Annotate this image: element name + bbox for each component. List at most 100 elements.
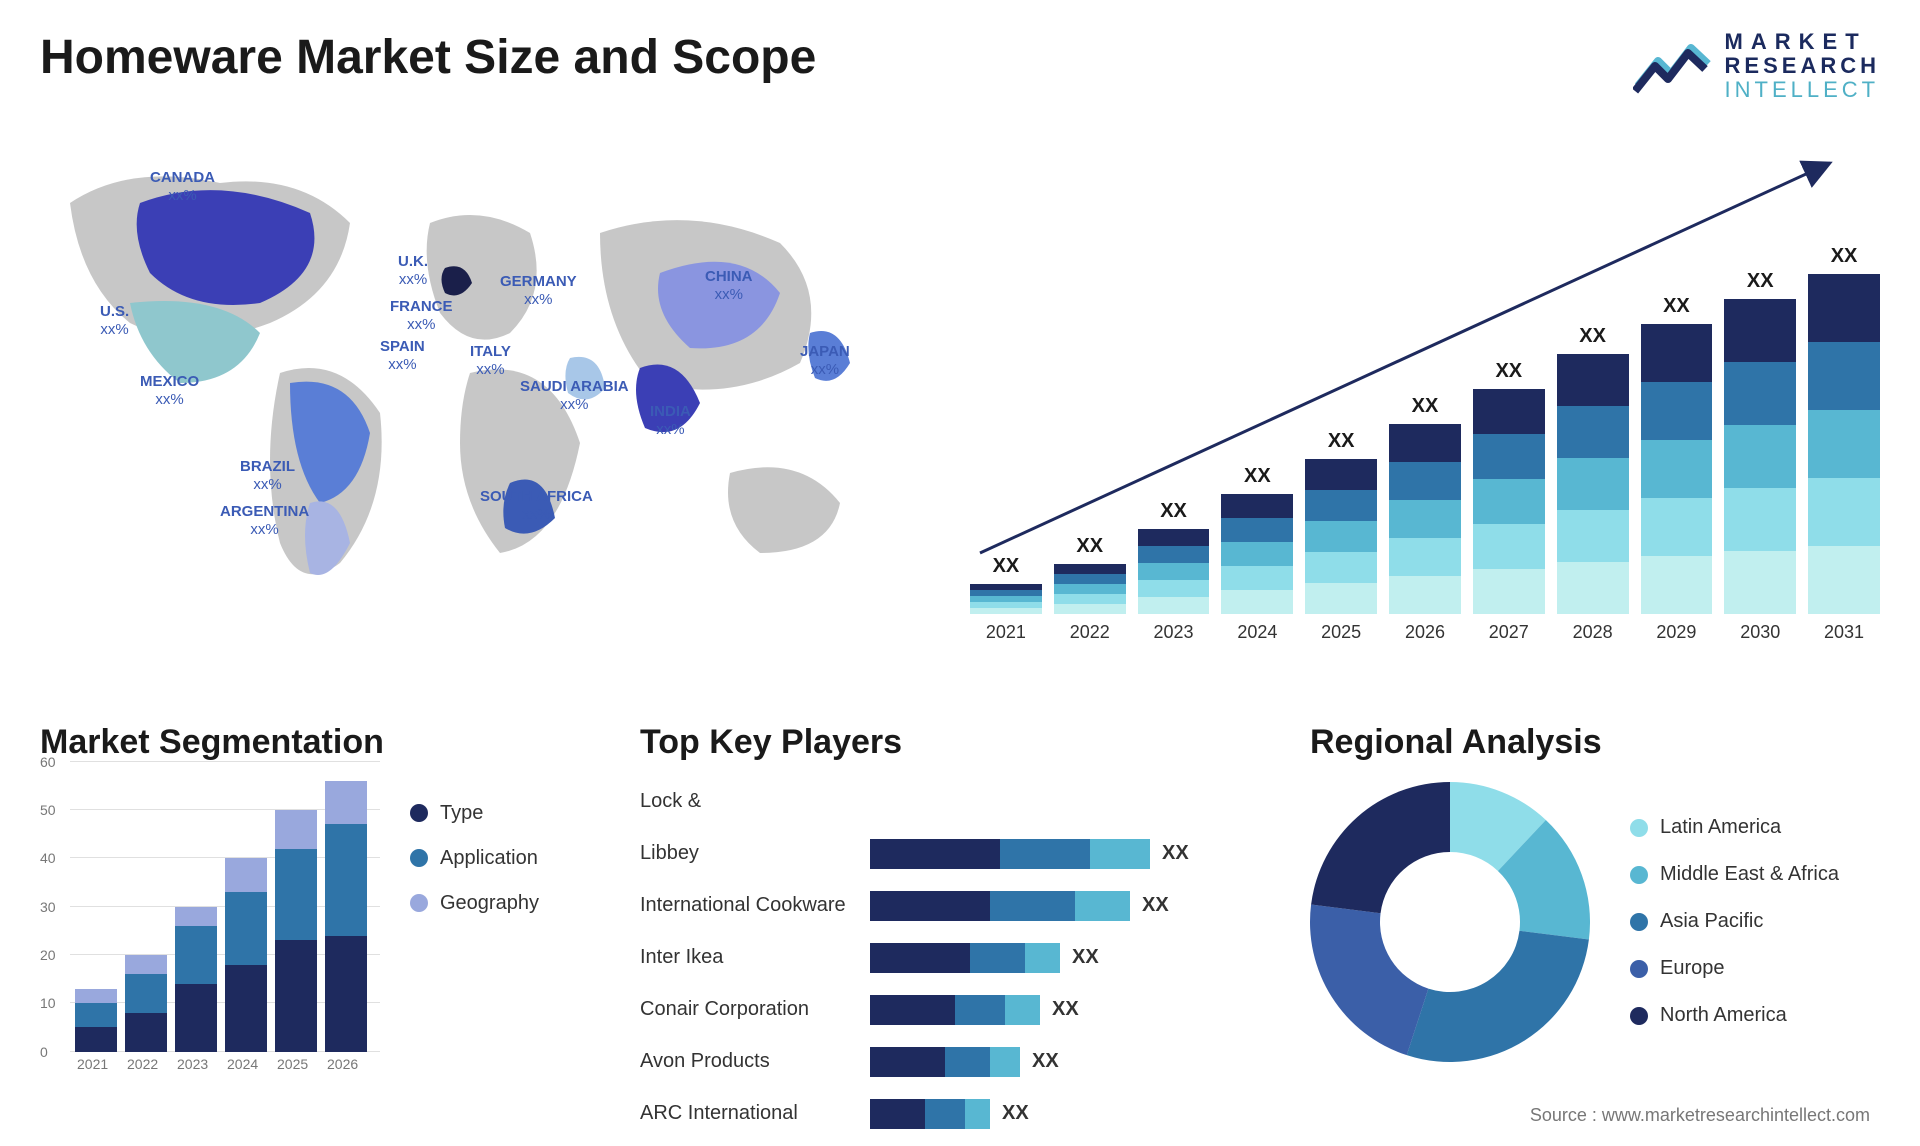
map-label: CHINAxx% <box>705 268 753 304</box>
growth-segment <box>1641 440 1713 498</box>
seg-bar-segment <box>225 892 267 965</box>
growth-segment <box>1641 498 1713 556</box>
growth-segment <box>1221 494 1293 518</box>
seg-bar-segment <box>125 974 167 1013</box>
legend-label: Latin America <box>1660 816 1781 839</box>
player-name: Conair Corporation <box>640 998 870 1021</box>
seg-bar-segment <box>225 965 267 1052</box>
regional-donut <box>1310 782 1590 1062</box>
legend-label: Type <box>440 802 483 825</box>
map-label: GERMANYxx% <box>500 273 577 309</box>
player-bar-segment <box>1025 943 1060 973</box>
logo-line3: INTELLECT <box>1725 78 1880 102</box>
growth-value-label: XX <box>1579 325 1606 348</box>
seg-bar-segment <box>75 1003 117 1027</box>
growth-segment <box>1305 583 1377 614</box>
growth-segment <box>1305 521 1377 552</box>
segmentation-chart: 0102030405060202120222023202420252026 <box>40 782 380 1072</box>
player-value: XX <box>1142 894 1169 917</box>
growth-bar: XX 2021 <box>970 555 1042 643</box>
growth-year-label: 2030 <box>1740 622 1780 643</box>
swatch <box>1630 913 1648 931</box>
growth-value-label: XX <box>1160 500 1187 523</box>
growth-segment <box>1557 458 1629 510</box>
growth-segment <box>1808 274 1880 342</box>
player-row: Lock & <box>640 782 1260 822</box>
growth-segment <box>1641 556 1713 614</box>
y-axis-label: 0 <box>40 1044 48 1060</box>
growth-bar: XX2031 <box>1808 245 1880 643</box>
growth-value-label: XX <box>993 555 1020 578</box>
growth-year-label: 2024 <box>1237 622 1277 643</box>
map-label: MEXICOxx% <box>140 373 199 409</box>
seg-bar-segment <box>175 984 217 1052</box>
map-label: JAPANxx% <box>800 343 850 379</box>
player-bar-segment <box>1005 995 1040 1025</box>
player-name: Avon Products <box>640 1050 870 1073</box>
legend-item: Geography <box>410 892 590 915</box>
growth-segment <box>1473 569 1545 614</box>
player-bar-segment <box>925 1099 965 1129</box>
seg-year-label: 2024 <box>227 1056 258 1072</box>
growth-segment <box>1389 576 1461 614</box>
legend-label: Application <box>440 847 538 870</box>
growth-year-label: 2021 <box>986 622 1026 643</box>
growth-bar: XX2025 <box>1305 430 1377 643</box>
segmentation-panel: Market Segmentation 01020304050602021202… <box>40 723 590 1123</box>
map-label: CANADAxx% <box>150 169 215 205</box>
growth-segment <box>1138 563 1210 580</box>
player-bar-segment <box>870 1047 945 1077</box>
growth-year-label: 2026 <box>1405 622 1445 643</box>
segmentation-title: Market Segmentation <box>40 723 590 762</box>
y-axis-label: 60 <box>40 754 56 770</box>
swatch <box>410 849 428 867</box>
growth-segment <box>1557 406 1629 458</box>
growth-value-label: XX <box>1747 270 1774 293</box>
player-value: XX <box>1162 842 1189 865</box>
player-name: Libbey <box>640 842 870 865</box>
growth-segment <box>1473 389 1545 434</box>
growth-segment <box>1138 580 1210 597</box>
swatch <box>1630 866 1648 884</box>
seg-bar-segment <box>325 824 367 935</box>
growth-bar: XX2027 <box>1473 360 1545 643</box>
growth-segment <box>1389 462 1461 500</box>
growth-segment <box>1054 594 1126 604</box>
growth-segment <box>1054 564 1126 574</box>
player-name: International Cookware <box>640 894 870 917</box>
page-title: Homeware Market Size and Scope <box>40 30 816 85</box>
growth-segment <box>1473 524 1545 569</box>
map-label: ARGENTINAxx% <box>220 503 309 539</box>
legend-item: Europe <box>1630 957 1839 980</box>
growth-segment <box>1054 584 1126 594</box>
growth-year-label: 2028 <box>1573 622 1613 643</box>
growth-year-label: 2023 <box>1154 622 1194 643</box>
swatch <box>1630 960 1648 978</box>
growth-value-label: XX <box>1831 245 1858 268</box>
seg-year-label: 2023 <box>177 1056 208 1072</box>
growth-value-label: XX <box>1076 535 1103 558</box>
growth-segment <box>1808 546 1880 614</box>
swatch <box>1630 1007 1648 1025</box>
legend-label: Geography <box>440 892 539 915</box>
growth-segment <box>1054 604 1126 614</box>
player-bar-segment <box>945 1047 990 1077</box>
seg-bar-segment <box>125 955 167 974</box>
player-row: Libbey XX <box>640 834 1260 874</box>
growth-value-label: XX <box>1412 395 1439 418</box>
player-bar-segment <box>970 943 1025 973</box>
player-bar <box>870 995 1040 1025</box>
player-name: Inter Ikea <box>640 946 870 969</box>
map-label: INDIAxx% <box>650 403 691 439</box>
player-bar-segment <box>1075 891 1130 921</box>
legend-item: North America <box>1630 1004 1839 1027</box>
legend-item: Type <box>410 802 590 825</box>
map-label: SPAINxx% <box>380 338 425 374</box>
map-label: U.S.xx% <box>100 303 129 339</box>
world-map: CANADAxx%U.S.xx%MEXICOxx%BRAZILxx%ARGENT… <box>40 123 910 683</box>
legend-item: Middle East & Africa <box>1630 863 1839 886</box>
growth-year-label: 2022 <box>1070 622 1110 643</box>
growth-segment <box>1724 488 1796 551</box>
player-value: XX <box>1052 998 1079 1021</box>
growth-segment <box>1138 546 1210 563</box>
